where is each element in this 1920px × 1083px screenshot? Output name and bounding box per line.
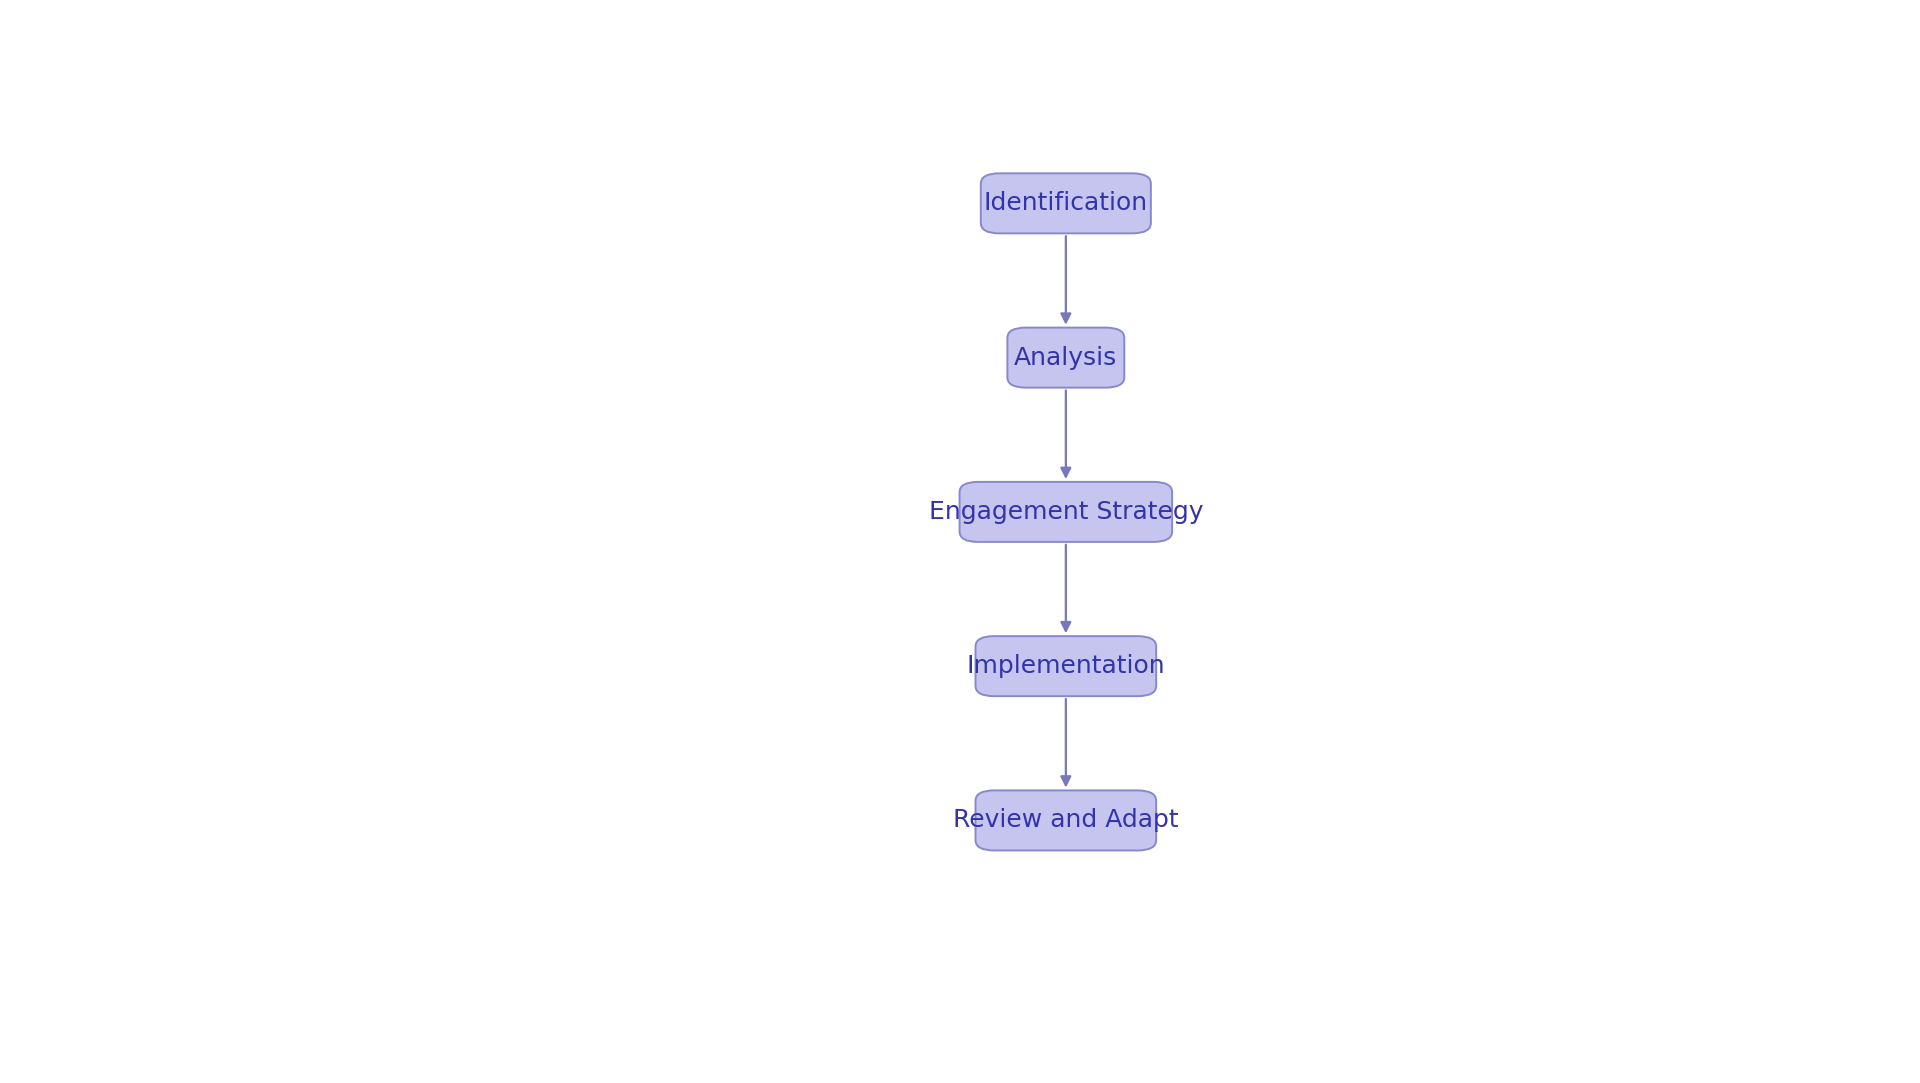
FancyBboxPatch shape (975, 791, 1156, 850)
FancyBboxPatch shape (960, 482, 1171, 542)
Text: Identification: Identification (983, 192, 1148, 216)
FancyBboxPatch shape (1008, 327, 1125, 388)
Text: Review and Adapt: Review and Adapt (952, 808, 1179, 833)
Text: Engagement Strategy: Engagement Strategy (929, 500, 1204, 524)
Text: Analysis: Analysis (1014, 345, 1117, 369)
FancyBboxPatch shape (975, 636, 1156, 696)
Text: Implementation: Implementation (966, 654, 1165, 678)
FancyBboxPatch shape (981, 173, 1150, 233)
